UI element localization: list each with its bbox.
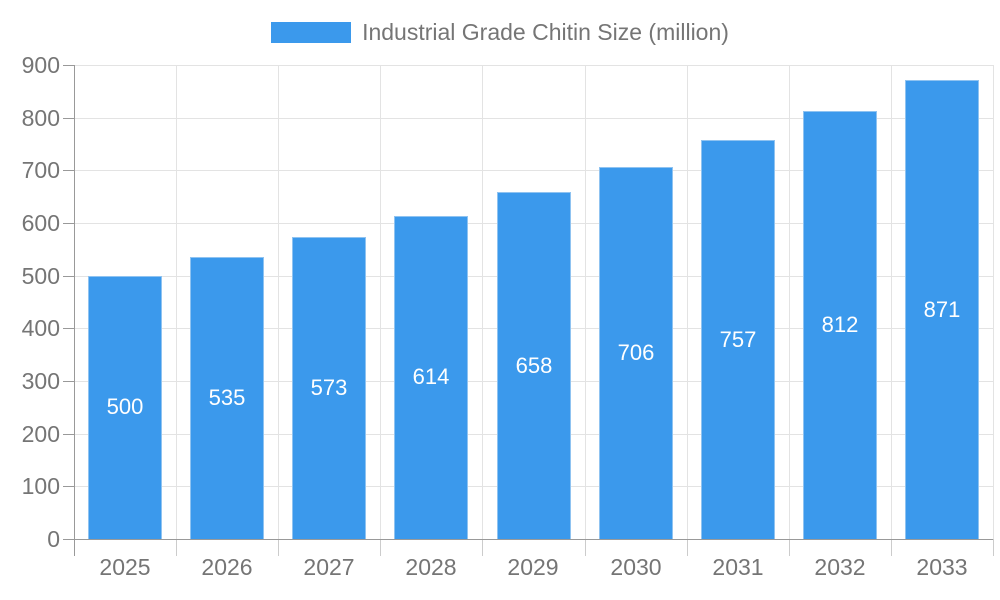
x-axis-tick xyxy=(278,539,279,556)
y-axis-label: 0 xyxy=(47,526,60,552)
legend[interactable]: Industrial Grade Chitin Size (million) xyxy=(0,19,1000,45)
y-axis-tick xyxy=(63,328,74,329)
x-axis-label: 2029 xyxy=(507,554,559,580)
bar[interactable] xyxy=(88,276,162,539)
bar[interactable] xyxy=(803,111,877,539)
bar-value-label: 658 xyxy=(515,353,553,378)
bar-value-label: 812 xyxy=(821,312,859,337)
x-gridline xyxy=(278,65,279,539)
x-axis-label: 2027 xyxy=(303,554,355,580)
y-axis-label: 800 xyxy=(21,105,60,131)
x-axis-label: 2026 xyxy=(201,554,253,580)
bar-value-label: 500 xyxy=(106,394,144,419)
x-axis-line xyxy=(74,539,993,540)
bar[interactable] xyxy=(599,167,673,539)
x-axis-tick xyxy=(482,539,483,556)
bar-value-label: 871 xyxy=(923,297,961,322)
y-axis-label: 600 xyxy=(21,210,60,236)
x-axis-tick xyxy=(176,539,177,556)
y-axis-label: 200 xyxy=(21,421,60,447)
legend-swatch xyxy=(271,21,352,43)
y-gridline xyxy=(74,65,993,66)
bar-value-label: 573 xyxy=(310,375,348,400)
x-axis-tick xyxy=(380,539,381,556)
bar[interactable] xyxy=(701,140,775,539)
legend-label: Industrial Grade Chitin Size (million) xyxy=(362,19,729,45)
x-axis-tick xyxy=(687,539,688,556)
bar[interactable] xyxy=(905,80,979,539)
y-axis-label: 300 xyxy=(21,368,60,394)
x-gridline xyxy=(789,65,790,539)
bar[interactable] xyxy=(292,237,366,539)
y-axis-tick xyxy=(63,170,74,171)
bar-value-label: 757 xyxy=(719,327,757,352)
x-axis-label: 2025 xyxy=(99,554,151,580)
y-gridline xyxy=(74,170,993,171)
x-gridline xyxy=(993,65,994,539)
y-axis-tick xyxy=(63,486,74,487)
x-axis-label: 2032 xyxy=(814,554,866,580)
x-gridline xyxy=(687,65,688,539)
bar-value-label: 706 xyxy=(617,340,655,365)
x-gridline xyxy=(891,65,892,539)
x-axis-tick xyxy=(891,539,892,556)
bar[interactable] xyxy=(190,257,264,539)
y-axis-line xyxy=(74,65,75,556)
y-axis-label: 500 xyxy=(21,263,60,289)
x-axis-tick xyxy=(789,539,790,556)
y-axis-tick xyxy=(63,65,74,66)
bar[interactable] xyxy=(497,192,571,539)
x-gridline xyxy=(176,65,177,539)
y-axis-label: 900 xyxy=(21,52,60,78)
y-axis-label: 100 xyxy=(21,473,60,499)
x-axis-tick xyxy=(585,539,586,556)
x-axis-label: 2033 xyxy=(916,554,968,580)
x-axis-label: 2030 xyxy=(610,554,662,580)
x-axis-label: 2028 xyxy=(405,554,457,580)
x-gridline xyxy=(380,65,381,539)
x-gridline xyxy=(585,65,586,539)
y-axis-tick xyxy=(63,434,74,435)
y-gridline xyxy=(74,118,993,119)
y-axis-tick xyxy=(63,276,74,277)
bar-value-label: 535 xyxy=(208,385,246,410)
bar[interactable] xyxy=(394,216,468,539)
x-gridline xyxy=(482,65,483,539)
y-axis-tick xyxy=(63,118,74,119)
y-axis-tick xyxy=(63,539,74,540)
y-axis-tick xyxy=(63,223,74,224)
y-axis-label: 400 xyxy=(21,315,60,341)
y-axis-label: 700 xyxy=(21,157,60,183)
x-axis-label: 2031 xyxy=(712,554,764,580)
y-axis-tick xyxy=(63,381,74,382)
x-axis-tick xyxy=(993,539,994,556)
bar-value-label: 614 xyxy=(412,364,450,389)
